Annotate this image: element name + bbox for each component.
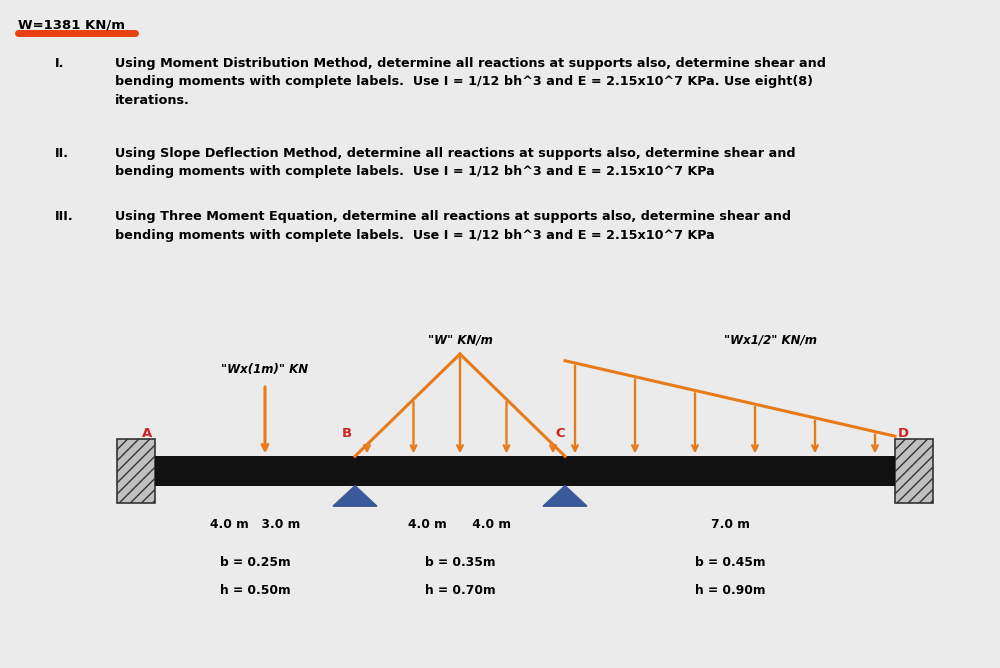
Bar xyxy=(117,440,155,502)
Text: b = 0.25m: b = 0.25m xyxy=(220,556,290,568)
Text: Using Moment Distribution Method, determine all reactions at supports also, dete: Using Moment Distribution Method, determ… xyxy=(115,57,826,107)
Text: A: A xyxy=(142,427,152,440)
Text: h = 0.50m: h = 0.50m xyxy=(220,584,290,597)
Polygon shape xyxy=(543,486,587,506)
Text: D: D xyxy=(897,427,909,440)
Text: Using Three Moment Equation, determine all reactions at supports also, determine: Using Three Moment Equation, determine a… xyxy=(115,210,791,242)
Text: I.: I. xyxy=(55,57,64,69)
Text: Using Slope Deflection Method, determine all reactions at supports also, determi: Using Slope Deflection Method, determine… xyxy=(115,147,796,178)
Text: 4.0 m      4.0 m: 4.0 m 4.0 m xyxy=(408,518,511,530)
Bar xyxy=(895,440,933,502)
Text: C: C xyxy=(555,427,565,440)
Text: b = 0.35m: b = 0.35m xyxy=(425,556,495,568)
Text: W=1381 KN/m: W=1381 KN/m xyxy=(18,19,125,31)
Text: "Wx1/2" KN/m: "Wx1/2" KN/m xyxy=(724,333,816,346)
Text: 7.0 m: 7.0 m xyxy=(711,518,749,530)
Text: 4.0 m   3.0 m: 4.0 m 3.0 m xyxy=(210,518,300,530)
Text: b = 0.45m: b = 0.45m xyxy=(695,556,765,568)
Text: III.: III. xyxy=(55,210,74,223)
Text: h = 0.90m: h = 0.90m xyxy=(695,584,765,597)
Text: "Wx(1m)" KN: "Wx(1m)" KN xyxy=(221,363,309,376)
Bar xyxy=(155,456,895,486)
Text: II.: II. xyxy=(55,147,69,160)
Polygon shape xyxy=(333,486,377,506)
Text: B: B xyxy=(342,427,352,440)
Text: "W" KN/m: "W" KN/m xyxy=(428,333,492,346)
Text: h = 0.70m: h = 0.70m xyxy=(425,584,495,597)
